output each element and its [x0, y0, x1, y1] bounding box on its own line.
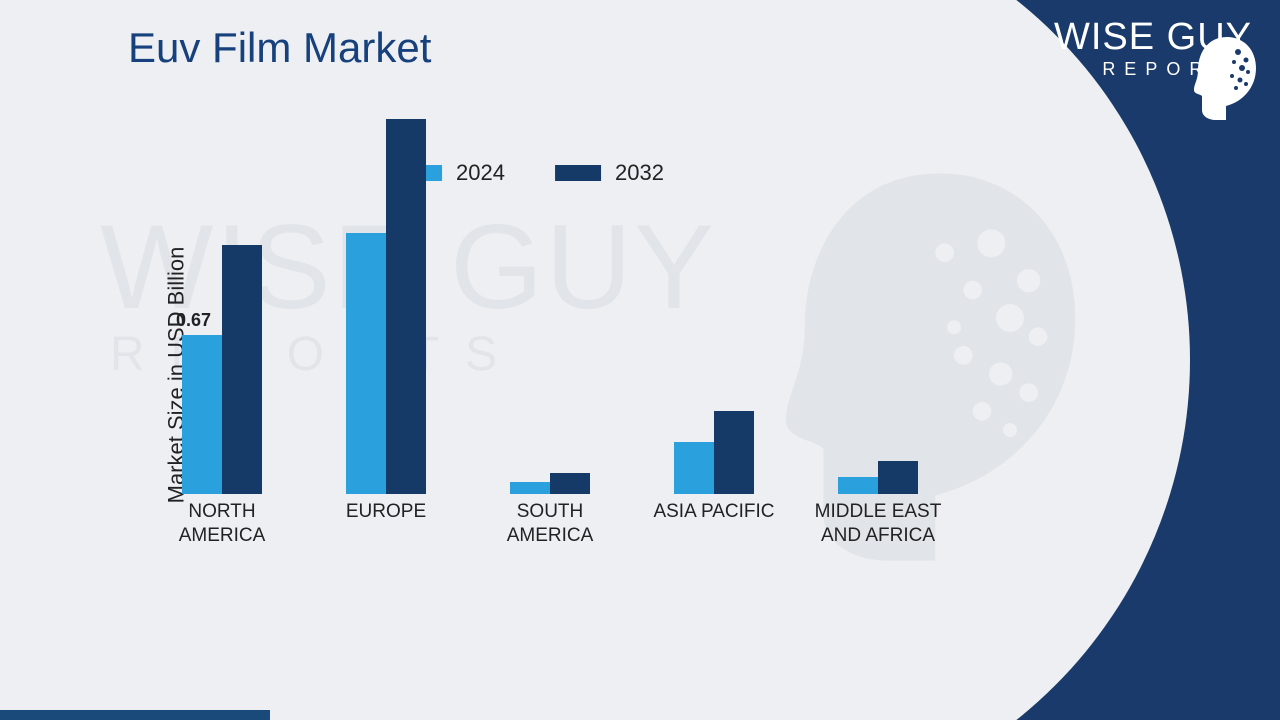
- bar-pair: [674, 114, 754, 494]
- bar-2024: [674, 442, 714, 494]
- category-label: EUROPE: [346, 500, 426, 590]
- brand-logo: WISE GUY REPORTS: [1054, 18, 1252, 78]
- category-label: SOUTH AMERICA: [475, 500, 625, 590]
- category-group: ASIA PACIFIC: [639, 114, 789, 590]
- bar-pair: [838, 114, 918, 494]
- bar-2024: [838, 477, 878, 494]
- category-label: MIDDLE EAST AND AFRICA: [803, 500, 953, 590]
- bar-2032: [714, 411, 754, 494]
- category-group: MIDDLE EAST AND AFRICA: [803, 114, 953, 590]
- brain-head-icon: [1192, 32, 1262, 122]
- bar-2032: [878, 461, 918, 494]
- bar-2032: [222, 245, 262, 494]
- bar-pair: [510, 114, 590, 494]
- bar-2032: [550, 473, 590, 494]
- category-label: ASIA PACIFIC: [653, 500, 774, 590]
- category-group: 0.67NORTH AMERICA: [147, 114, 297, 590]
- bar-2024: [182, 335, 222, 494]
- bar-pair: [346, 114, 426, 494]
- category-group: EUROPE: [311, 114, 461, 590]
- bar-2024: [346, 233, 386, 494]
- chart-title: Euv Film Market: [128, 24, 431, 72]
- bottom-accent-bar: [0, 710, 270, 720]
- bar-chart: Market Size in USD Billion 2024 2032 0.6…: [100, 160, 960, 590]
- category-label: NORTH AMERICA: [147, 500, 297, 590]
- bar-pair: 0.67: [182, 114, 262, 494]
- plot-area: 0.67 NORTH AMERICA EUROPE SOUTH AMERICA ASIA…: [140, 210, 960, 590]
- report-card: WISE GUY REPORTS Euv Film Market WISE GU…: [0, 0, 1280, 720]
- bar-2024: [510, 482, 550, 494]
- bar-value-label: 0.67: [176, 310, 211, 331]
- bar-2032: [386, 119, 426, 494]
- category-group: SOUTH AMERICA: [475, 114, 625, 590]
